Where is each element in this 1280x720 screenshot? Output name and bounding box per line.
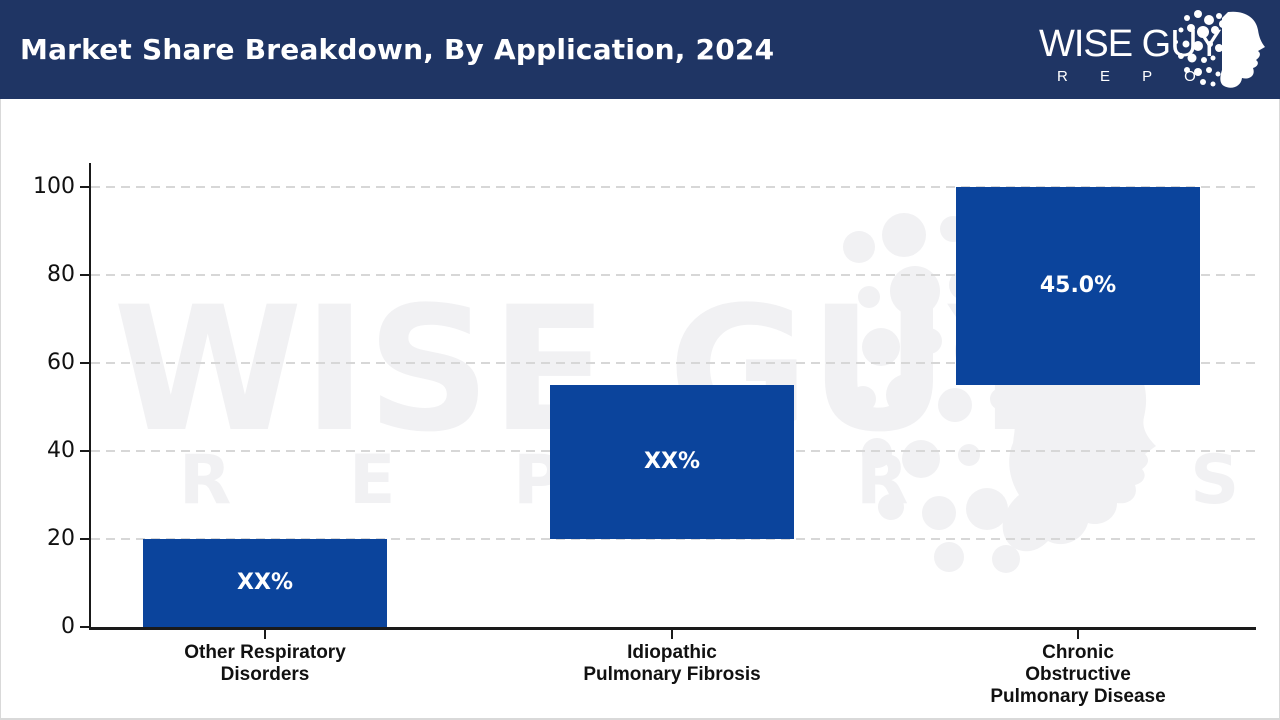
x-axis-category-label: Chronic Obstructive Pulmonary Disease [990, 642, 1166, 707]
chart-title: Market Share Breakdown, By Application, … [20, 33, 775, 66]
y-axis-tick-label: 0 [61, 614, 75, 639]
y-axis-tick-label: 20 [47, 526, 75, 551]
y-tick-mark [80, 450, 89, 452]
y-axis-line [89, 163, 91, 627]
y-tick-mark [80, 186, 89, 188]
bar-1 [143, 539, 387, 627]
wise-guy-reports-logo: WISE GUY R E P O R T S [1039, 10, 1268, 88]
logo-subtext: R E P O R T S [1057, 68, 1268, 85]
y-axis-tick-label: 80 [47, 262, 75, 287]
chart-plot: 0 20 40 60 80 100 XX% Other Respiratory Disorde… [1, 99, 1279, 718]
x-tick-mark [671, 630, 673, 639]
y-tick-mark [80, 538, 89, 540]
y-tick-mark [80, 274, 89, 276]
gridline-y-20 [91, 538, 1256, 540]
x-tick-mark [264, 630, 266, 639]
x-axis-line [89, 627, 1256, 630]
logo-face-dots-icon [1174, 10, 1229, 87]
bar-value-label: XX% [237, 570, 293, 595]
chart-area: WISE GUY R E P O R T S 020406080100XX%Ot… [0, 99, 1280, 720]
y-tick-mark [80, 362, 89, 364]
y-axis-tick-label: 60 [47, 350, 75, 375]
x-tick-mark [1077, 630, 1079, 639]
logo-face-profile-icon [1220, 11, 1265, 88]
x-axis-category-label: Idiopathic Pulmonary Fibrosis [583, 642, 761, 685]
y-axis-tick-label: 100 [33, 174, 75, 199]
y-axis-tick-label: 40 [47, 438, 75, 463]
bar-value-label: XX% [644, 449, 700, 474]
bar-2 [550, 385, 794, 539]
header-banner: Market Share Breakdown, By Application, … [0, 0, 1280, 99]
x-axis-category-label: Other Respiratory Disorders [184, 642, 346, 685]
gridline-y-100 [91, 186, 1256, 188]
gridline-y-80 [91, 274, 1256, 276]
bar-value-label: 45.0% [1039, 273, 1117, 298]
gridline-y-60 [91, 362, 1256, 364]
y-tick-mark [80, 626, 89, 628]
